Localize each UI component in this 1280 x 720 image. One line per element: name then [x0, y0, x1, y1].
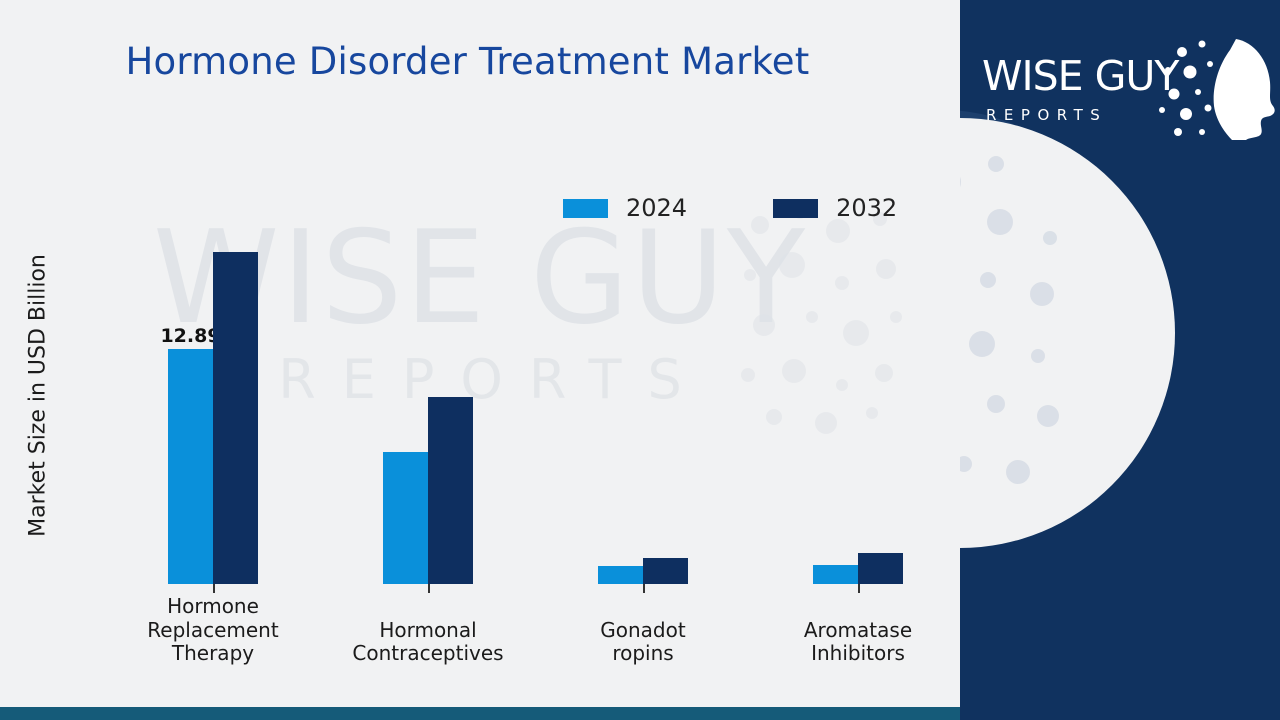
chart-title: Hormone Disorder Treatment Market — [125, 40, 810, 83]
plot-area: 12.89 Hormone Replacement Therapy Hormonal Co… — [118, 252, 953, 665]
x-axis-label-4: Aromatase Inhibitors — [763, 617, 953, 665]
bar-2024-4 — [813, 564, 858, 584]
x-axis-label-line: Replacement — [147, 617, 279, 642]
x-axis-tick-2 — [428, 584, 430, 593]
x-axis-label-line: Hormonal — [379, 617, 477, 642]
head-profile-icon — [1159, 39, 1275, 140]
x-axis-tick-3 — [643, 584, 645, 593]
legend-swatch-2032 — [773, 198, 819, 218]
chart-legend: 2024 2032 — [563, 194, 897, 222]
legend-label-2024: 2024 — [626, 194, 688, 222]
wiseguy-logo: WISE GUY REPORTS — [960, 22, 1280, 140]
bar-2032-1 — [213, 252, 258, 584]
bar-2024-3 — [598, 565, 643, 584]
x-axis-tick-4 — [858, 584, 860, 593]
x-axis-label-line: Therapy — [171, 640, 255, 665]
legend-swatch-2024 — [563, 198, 608, 218]
legend-item-2032[interactable]: 2032 — [773, 194, 897, 222]
x-axis-label-line: Contraceptives — [352, 640, 504, 665]
bar-2024-2 — [383, 451, 428, 584]
x-axis-label-2: Hormonal Contraceptives — [333, 617, 523, 665]
bar-2024-1 — [168, 349, 213, 584]
bar-2032-3 — [643, 557, 688, 584]
molecule-pattern-icon — [960, 156, 1059, 484]
bar-2032-2 — [428, 396, 473, 584]
x-axis-label-line: ropins — [612, 640, 674, 665]
x-axis-label-line: Aromatase — [803, 617, 913, 642]
bottom-accent-strip — [0, 707, 960, 720]
x-axis-label-1: Hormone Replacement Therapy — [118, 595, 308, 665]
x-axis-label-line: Inhibitors — [811, 640, 905, 665]
legend-item-2024[interactable]: 2024 — [563, 194, 687, 222]
brand-panel: WISE GUY REPORTS — [960, 0, 1280, 720]
x-axis-label-3: Gonadot ropins — [548, 617, 738, 665]
bar-value-label-1: 12.89 — [160, 325, 221, 348]
x-axis-label-line: Gonadot — [600, 617, 686, 642]
chart-panel: WISE GUY REPORTS Hormone Disorder Treatm… — [25, 40, 953, 665]
logo-tagline: REPORTS — [986, 106, 1108, 124]
x-axis-tick-1 — [213, 584, 215, 593]
bar-2032-4 — [858, 552, 903, 584]
x-axis-label-line: Hormone — [167, 594, 259, 619]
logo-wordmark: WISE GUY — [982, 52, 1179, 100]
legend-label-2032: 2032 — [836, 194, 898, 222]
